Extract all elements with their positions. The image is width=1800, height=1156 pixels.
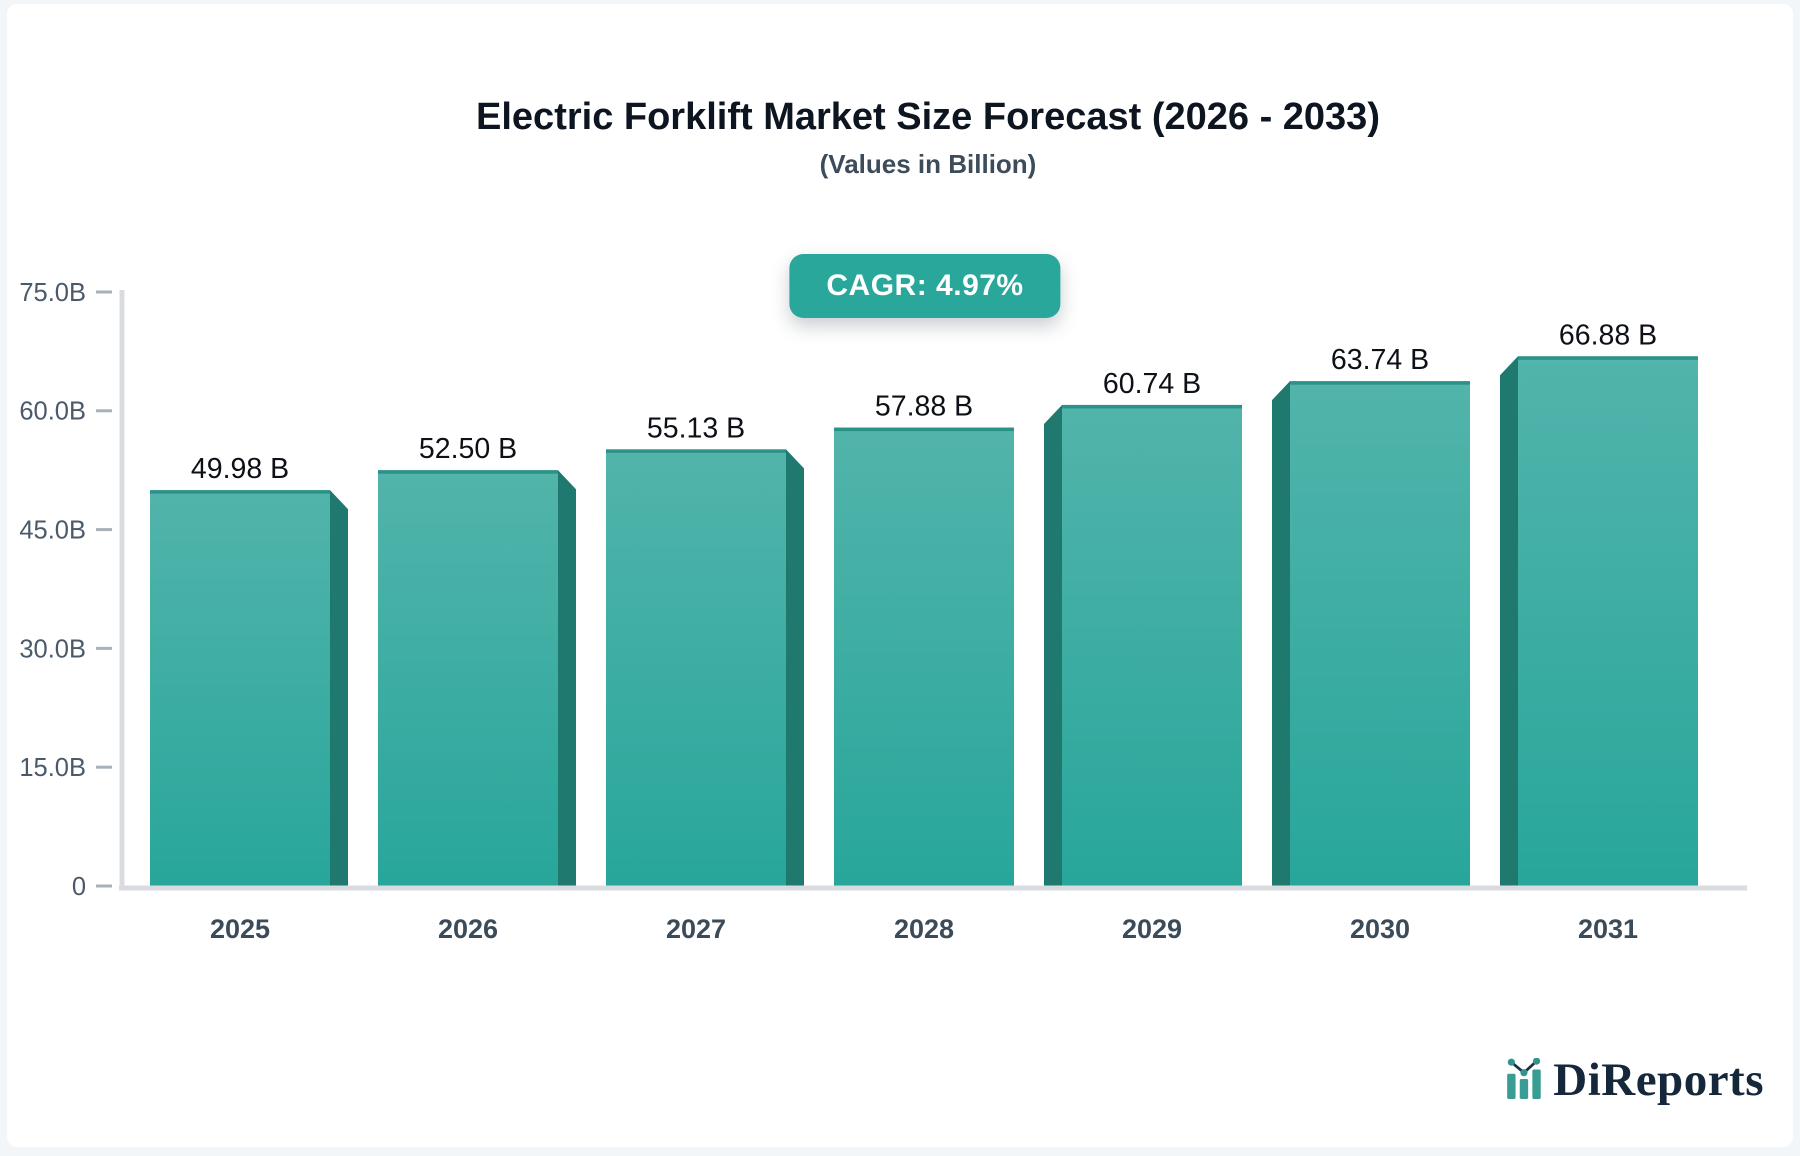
brand-logo: DiReports: [1506, 1054, 1764, 1107]
y-tick-label: 15.0B: [19, 754, 86, 782]
x-tick-label: 2031: [1578, 914, 1638, 944]
brand-name: DiReports: [1553, 1054, 1764, 1107]
bar-value-label: 52.50 B: [419, 433, 517, 465]
bar-side-face: [1500, 356, 1518, 886]
y-tick-label: 30.0B: [19, 635, 86, 663]
bar-2028: [834, 427, 1014, 886]
mini-bar-chart-trendline-icon: [1507, 1058, 1541, 1099]
x-tick-label: 2027: [666, 914, 726, 944]
bar-top-edge: [1518, 356, 1698, 360]
x-tick-label: 2025: [210, 914, 270, 944]
chart-title: Electric Forklift Market Size Forecast (…: [476, 96, 1380, 138]
bar-top-edge: [1062, 404, 1242, 409]
bar-value-label: 49.98 B: [191, 453, 289, 485]
x-tick-label: 2030: [1350, 914, 1410, 944]
bar-top-edge: [834, 427, 1014, 432]
y-tick-label: 0: [72, 873, 86, 901]
x-tick-label: 2028: [894, 914, 954, 944]
y-tick-label: 60.0B: [19, 398, 86, 426]
bar-2030: [1290, 381, 1470, 886]
chart-subtitle: (Values in Billion): [819, 149, 1037, 179]
x-tick-label: 2026: [438, 914, 498, 944]
bar-2027: [606, 449, 786, 886]
bar-top-edge: [606, 449, 786, 453]
bar-value-label: 63.74 B: [1331, 344, 1429, 376]
bar-top-edge: [378, 470, 558, 474]
x-tick-label: 2029: [1122, 914, 1182, 944]
bar-value-label: 66.88 B: [1559, 319, 1657, 351]
bar-side-face: [330, 490, 348, 886]
bar-side-face: [786, 449, 804, 886]
bar-2031: [1518, 356, 1698, 886]
bar-2026: [378, 470, 558, 886]
bar-value-label: 57.88 B: [875, 391, 973, 423]
cagr-badge: CAGR: 4.97%: [789, 254, 1061, 318]
bar-top-edge: [1290, 381, 1470, 385]
y-tick-label: 75.0B: [19, 279, 86, 307]
bar-value-label: 55.13 B: [647, 412, 745, 444]
bar-top-edge: [150, 490, 330, 494]
bar-side-face: [1044, 404, 1062, 886]
bar-value-label: 60.74 B: [1103, 368, 1201, 400]
bar-side-face: [558, 470, 576, 886]
bar-2029: [1062, 404, 1242, 886]
bar-2025: [150, 490, 330, 886]
y-tick-label: 45.0B: [19, 517, 86, 545]
bar-side-face: [1272, 381, 1290, 886]
